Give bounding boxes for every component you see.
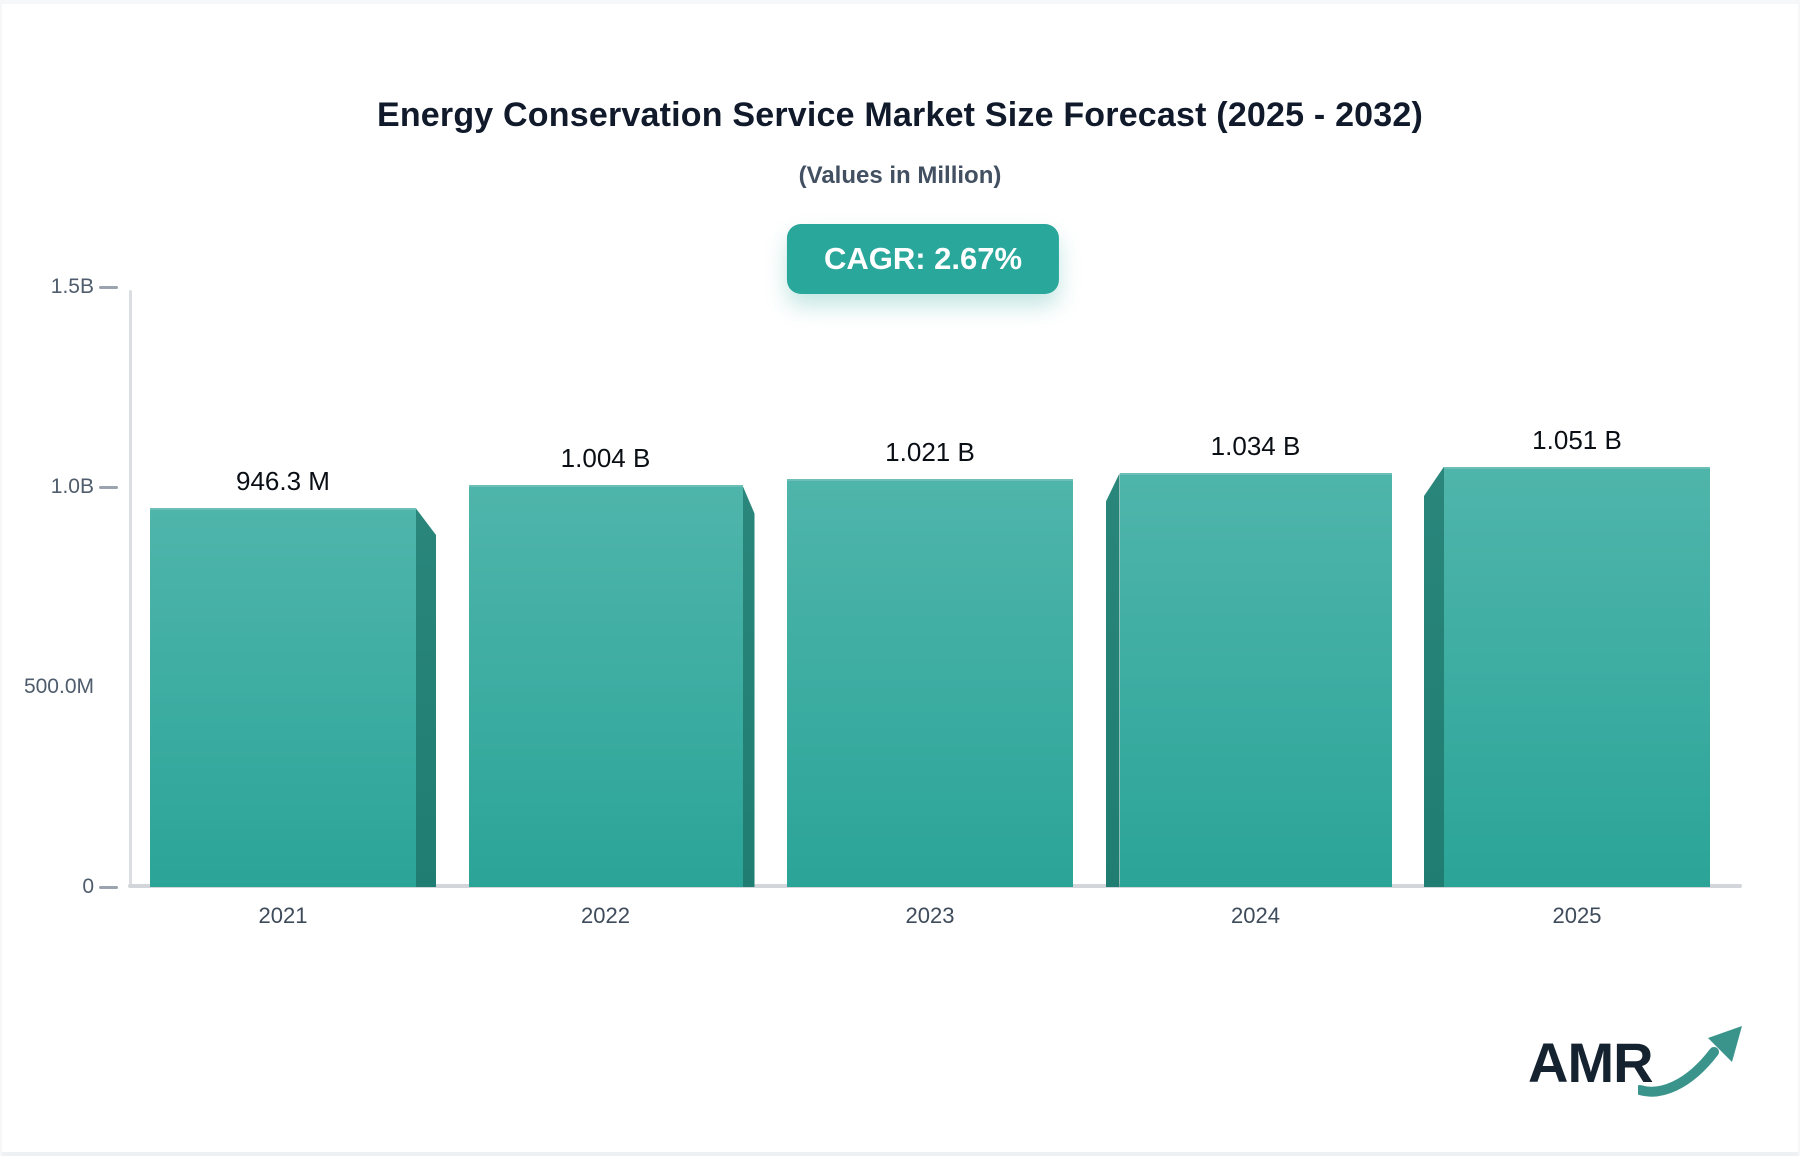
x-category-label: 2024 xyxy=(1231,903,1280,928)
frame-edge-bottom xyxy=(0,1152,1800,1156)
bar-value-label: 1.051 B xyxy=(1532,424,1622,455)
y-tick-dash xyxy=(99,885,118,889)
bar-bevel-right xyxy=(416,508,436,887)
frame-edge-left xyxy=(0,0,2,1156)
chart-subtitle: (Values in Million) xyxy=(798,162,1002,189)
frame-edge-top xyxy=(0,0,1800,4)
bar-face xyxy=(1444,466,1710,887)
bar-bevel-left xyxy=(1424,466,1444,887)
y-tick-label: 1.5B xyxy=(50,275,94,298)
bar-face xyxy=(1119,473,1392,887)
bar-bevel-right xyxy=(742,485,755,887)
brand-logo-text: AMR xyxy=(1528,1031,1654,1094)
cagr-badge: CAGR: 2.67% xyxy=(786,224,1060,294)
brand-logo: AMR xyxy=(1528,1022,1742,1112)
bar-2022 xyxy=(468,485,755,887)
bar-bevel-left xyxy=(1105,473,1120,887)
bar-2024 xyxy=(1105,473,1392,887)
bar-2023 xyxy=(787,478,1073,887)
y-tick-dash xyxy=(99,485,118,489)
bar-2021 xyxy=(150,508,436,887)
x-category-label: 2023 xyxy=(905,903,955,928)
bar-value-label: 1.004 B xyxy=(560,443,651,474)
frame-edge-right xyxy=(1798,0,1800,1156)
bar-face xyxy=(150,508,416,887)
chart-title: Energy Conservation Service Market Size … xyxy=(376,96,1424,134)
y-tick-label: 500.0M xyxy=(23,675,94,698)
x-category-label: 2025 xyxy=(1552,903,1602,928)
x-category-label: 2022 xyxy=(581,903,630,928)
y-tick-label: 0 xyxy=(82,875,94,898)
bar-value-label: 946.3 M xyxy=(236,466,330,497)
growth-arrow-icon xyxy=(1638,1026,1742,1097)
bar-value-label: 1.021 B xyxy=(885,436,975,467)
bar-value-label: 1.034 B xyxy=(1210,431,1301,462)
y-tick-label: 1.0B xyxy=(50,475,94,498)
bar-face xyxy=(787,478,1073,887)
y-tick-dash xyxy=(99,285,118,289)
bar-face xyxy=(468,485,743,887)
bar-2025 xyxy=(1424,466,1710,887)
y-axis-line xyxy=(129,290,132,888)
x-category-label: 2021 xyxy=(258,903,308,928)
